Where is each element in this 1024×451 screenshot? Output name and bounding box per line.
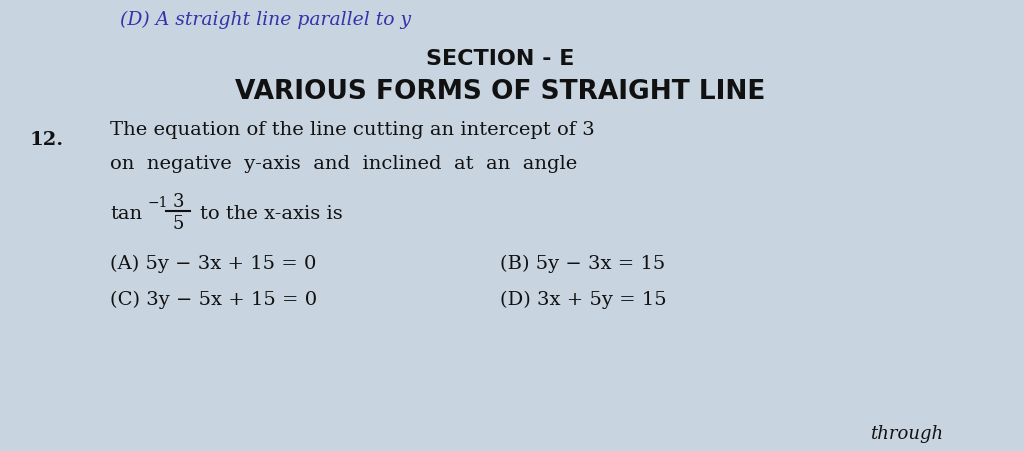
Text: 3: 3 bbox=[172, 193, 183, 211]
Text: (D) 3x + 5y = 15: (D) 3x + 5y = 15 bbox=[500, 290, 667, 308]
Text: tan: tan bbox=[110, 205, 142, 222]
Text: The equation of the line cutting an intercept of 3: The equation of the line cutting an inte… bbox=[110, 121, 595, 139]
Text: (C) 3y − 5x + 15 = 0: (C) 3y − 5x + 15 = 0 bbox=[110, 290, 317, 308]
Text: (D) A straight line parallel to y: (D) A straight line parallel to y bbox=[120, 11, 411, 29]
Text: (A) 5y − 3x + 15 = 0: (A) 5y − 3x + 15 = 0 bbox=[110, 254, 316, 272]
Text: on  negative  y-axis  and  inclined  at  an  angle: on negative y-axis and inclined at an an… bbox=[110, 155, 578, 173]
Text: VARIOUS FORMS OF STRAIGHT LINE: VARIOUS FORMS OF STRAIGHT LINE bbox=[234, 79, 765, 105]
Text: (B) 5y − 3x = 15: (B) 5y − 3x = 15 bbox=[500, 254, 666, 272]
Text: SECTION - E: SECTION - E bbox=[426, 49, 574, 69]
Text: to the x-axis is: to the x-axis is bbox=[200, 205, 343, 222]
Text: 5: 5 bbox=[172, 215, 183, 232]
Text: −1: −1 bbox=[148, 196, 169, 210]
Text: 12.: 12. bbox=[30, 131, 65, 149]
Text: through: through bbox=[870, 424, 943, 442]
